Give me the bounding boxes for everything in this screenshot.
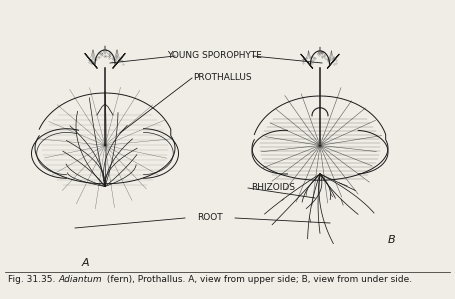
Text: Fig. 31.35.: Fig. 31.35. [8, 275, 58, 285]
Text: PROTHALLUS: PROTHALLUS [192, 74, 251, 83]
Text: RHIZOIDS: RHIZOIDS [251, 184, 295, 193]
Text: Adiantum: Adiantum [58, 275, 101, 285]
Text: ROOT: ROOT [197, 213, 223, 222]
Text: (fern), Prothallus. A, view from upper side; B, view from under side.: (fern), Prothallus. A, view from upper s… [104, 275, 412, 285]
Text: YOUNG SPOROPHYTE: YOUNG SPOROPHYTE [167, 51, 263, 60]
Text: A: A [81, 258, 89, 268]
Text: B: B [388, 235, 396, 245]
